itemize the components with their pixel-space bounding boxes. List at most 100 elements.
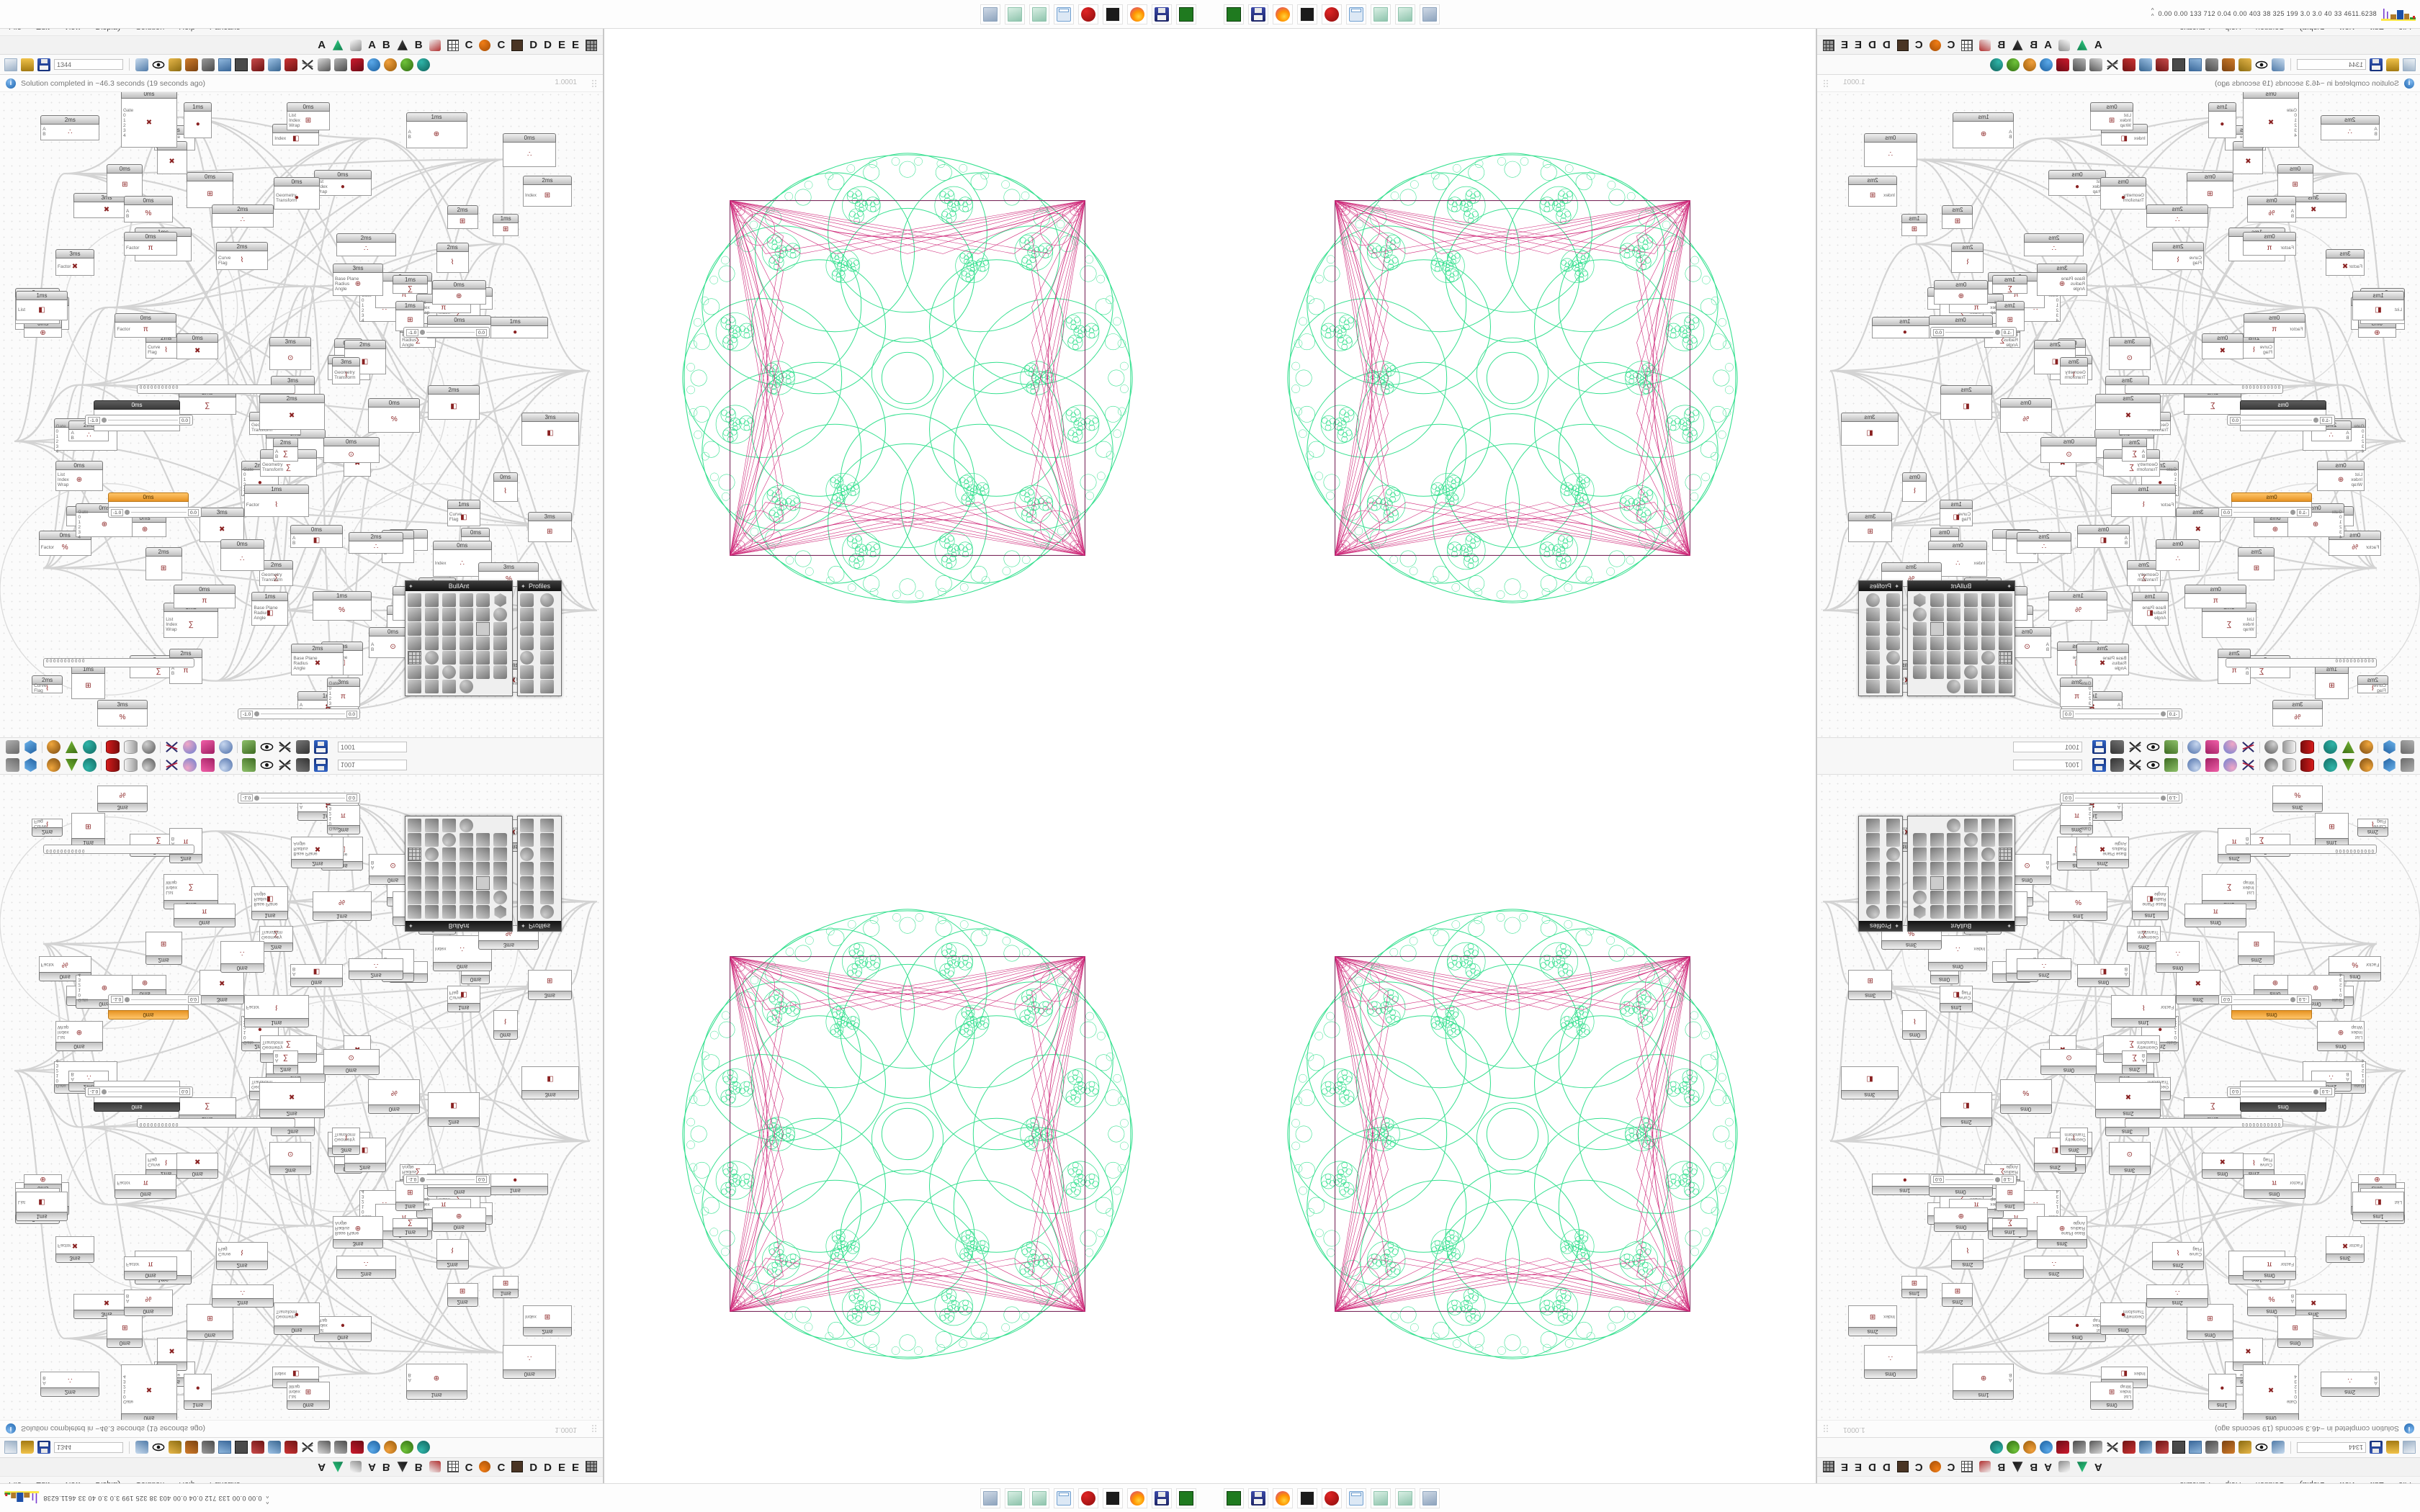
gh-param[interactable]: B [71,1071,74,1077]
gh-component-body[interactable]: ∴ [336,1256,396,1270]
gh-param[interactable]: 2 [2339,524,2342,530]
gh-param[interactable]: Index [524,192,537,198]
tray-expand-icon[interactable]: ^ ^ [2151,7,2154,19]
gh-param[interactable]: List [2394,1200,2402,1205]
bake-icon[interactable] [185,1441,198,1454]
plugin-tab-e[interactable]: E [1855,1461,1863,1473]
gh-component-body[interactable]: % [368,1079,421,1105]
gh-component[interactable]: 3ms ⊕ Base Plane Radius Angle [2037,1216,2087,1248]
gh-param[interactable]: 2 [2361,438,2365,444]
palette-titlebar[interactable]: ✦ BullAnt [1908,581,2015,591]
gh-component-body[interactable]: ∴ [220,941,264,964]
gh-component[interactable]: 0ms ∴ [1863,132,1917,167]
gh-param[interactable]: List [166,890,174,895]
gh-param[interactable]: Angle [2114,840,2127,846]
gh-param[interactable]: 3 [2339,977,2342,983]
gh-component-body[interactable]: ⌇ Curve Flag [2152,251,2204,270]
gh-component[interactable]: 2ms ∑ Geometry Transform [259,925,293,952]
gh-param[interactable]: Gate [2354,423,2365,429]
gh-param[interactable]: 3 [78,977,81,983]
gh-component-body[interactable]: ⊙ [269,1141,312,1166]
i-beam-hand-icon[interactable] [1866,680,1881,693]
scissors-icon[interactable] [278,758,292,772]
plugin-tab-b[interactable]: B [1997,39,2006,51]
gh-param[interactable]: 0 [2088,820,2092,826]
grasshopper-canvas[interactable]: i Solution completed in ~46.3 seconds (19… [0,75,603,737]
gh-component[interactable]: 3msπGate01234 [326,801,360,835]
gh-component-body[interactable]: ⊙ [2108,1141,2151,1166]
bars-icon[interactable] [1999,665,2012,679]
gh-param[interactable]: Angle [2114,666,2127,672]
clock-icon[interactable] [2089,1441,2102,1454]
gh-param[interactable]: A [2045,642,2049,647]
gh-component[interactable]: 3ms ⊙ [269,337,312,371]
component-toolbar-field[interactable]: 1001 [2013,742,2082,752]
gh-component-body[interactable]: ⊞ [2238,557,2275,581]
yellow-loft-icon[interactable] [1930,665,1944,679]
gh-component-body[interactable]: ⊕ Base Plane Radius Angle [333,273,383,296]
gh-param[interactable]: Radius [335,282,350,287]
gh-param[interactable]: Factor [2365,544,2380,550]
gh-component-body[interactable]: ⊙ [2040,1048,2097,1066]
red-truss-icon[interactable] [1947,636,1961,650]
red-star-icon[interactable] [459,905,473,919]
gh-param[interactable]: 0 [2294,112,2297,118]
i-beam-icon[interactable] [539,862,554,876]
ribbon-file-field[interactable]: 1344 [2297,59,2366,70]
gh-param[interactable]: Factor [2349,1242,2363,1248]
gh-component-body[interactable]: ⌇ [1951,252,1984,274]
gh-component[interactable]: 3ms% [2272,699,2323,726]
balloon-icon[interactable] [2223,758,2237,772]
gh-param[interactable]: 2 [55,1068,59,1074]
gh-component[interactable]: 3ms ⊕ Base Plane Radius Angle [2037,264,2087,296]
gh-param[interactable]: List [57,1034,66,1040]
gh-param[interactable]: 0 [2339,514,2342,520]
gh-param[interactable]: List [2354,472,2363,478]
gh-component-body[interactable]: ⌇ Factor [243,994,309,1018]
gh-component-body[interactable]: ⌇ Factor [243,494,309,518]
sphere-blue-icon[interactable] [2040,1441,2053,1454]
yellow-cup-icon[interactable] [459,651,473,665]
gh-param[interactable]: Curve [2189,255,2202,261]
bars-icon[interactable] [1999,833,2012,847]
shade-sphere-icon[interactable] [493,891,508,904]
gh-component[interactable]: 3ms✖ [200,969,245,1004]
gh-param[interactable]: 0 [78,992,81,998]
gh-component-body[interactable]: ⊕ [24,1174,63,1184]
gh-component-body[interactable]: ⊞ [145,931,182,955]
gh-param[interactable]: 4 [361,318,364,324]
crossing-lines-icon[interactable] [165,758,179,772]
gh-param[interactable]: 2 [328,696,332,702]
leaf-green-icon[interactable] [332,40,344,51]
gh-component[interactable]: 2ms ⌇ [436,1238,469,1269]
taskbar-bottom-item-firefox-icon[interactable] [1127,1488,1147,1508]
yellow-loft-icon[interactable] [1981,593,1996,607]
curve-node-icon[interactable] [1930,608,1944,621]
gh-param[interactable]: Curve [2259,1161,2272,1167]
gh-param[interactable]: List [2123,113,2131,118]
gh-component[interactable]: 3ms ⊕ Base Plane Radius Angle [333,1216,383,1248]
gh-param[interactable]: B [2045,860,2049,865]
gh-component-body[interactable]: ⊕ [1934,1207,1989,1223]
gh-param[interactable]: Angle [293,666,306,672]
gh-param[interactable]: Gate [328,825,339,831]
shade-sphere-icon[interactable] [1947,680,1961,693]
gh-param[interactable]: Curve [148,345,161,351]
gh-param[interactable]: List [2246,890,2254,895]
gh-param[interactable]: Transform [2137,929,2159,935]
gh-param[interactable]: Index [2133,136,2146,142]
small-square-icon[interactable] [520,593,534,607]
gh-component[interactable]: 0ms ⊙ [2040,1048,2097,1075]
gh-param[interactable]: Factor [2160,503,2174,508]
gh-param[interactable]: Gate [2354,1083,2365,1089]
gh-component-body[interactable]: % A B [2247,205,2296,222]
gh-component[interactable]: 3ms ✖ Factor [55,1236,94,1263]
palette-bullant[interactable]: ✦ BullAnt [405,580,513,696]
gh-param[interactable]: 3 [123,1379,126,1385]
gh-param[interactable]: Index [524,1314,537,1320]
gh-component-body[interactable]: ⊞ [1942,1283,1973,1298]
taskbar-bottom-item-paper-stack-icon[interactable] [980,1488,1000,1508]
gh-component-body[interactable]: ∑ [2184,1097,2242,1115]
quad-outline-icon[interactable] [493,862,508,876]
